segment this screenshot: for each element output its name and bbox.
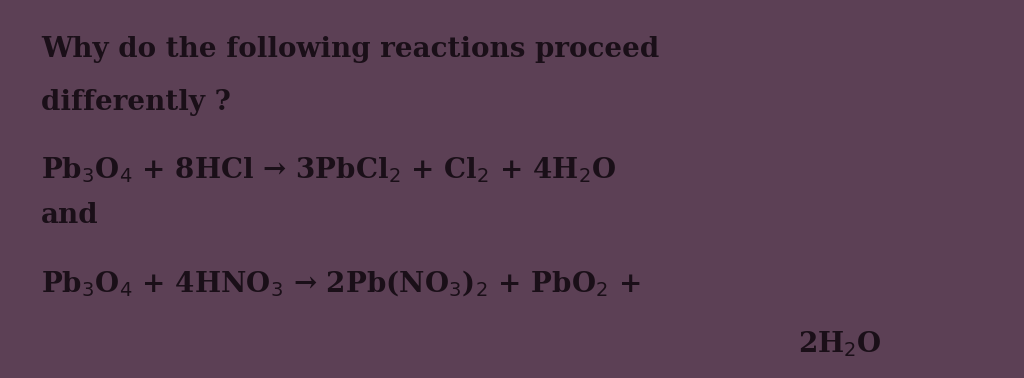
Text: Why do the following reactions proceed: Why do the following reactions proceed <box>41 36 659 63</box>
Text: 2H$_2$O: 2H$_2$O <box>798 329 882 359</box>
Text: Pb$_3$O$_4$ + 4HNO$_3$ → 2Pb(NO$_3$)$_2$ + PbO$_2$ +: Pb$_3$O$_4$ + 4HNO$_3$ → 2Pb(NO$_3$)$_2$… <box>41 268 641 299</box>
Text: and: and <box>41 202 98 229</box>
Text: differently ?: differently ? <box>41 88 230 116</box>
Text: Pb$_3$O$_4$ + 8HCl → 3PbCl$_2$ + Cl$_2$ + 4H$_2$O: Pb$_3$O$_4$ + 8HCl → 3PbCl$_2$ + Cl$_2$ … <box>41 155 616 185</box>
